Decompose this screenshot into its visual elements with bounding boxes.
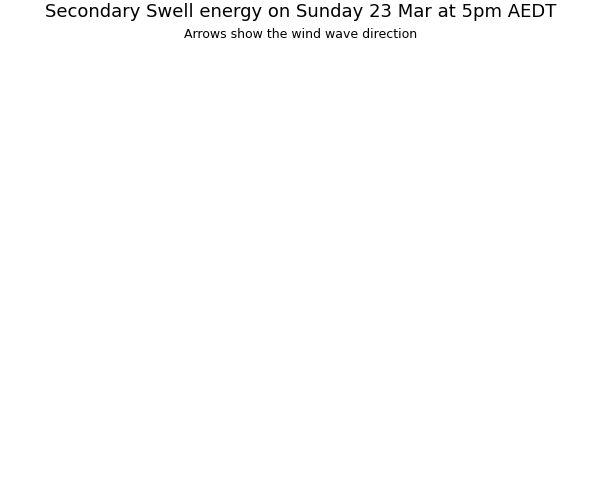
Text: Secondary Swell energy on Sunday 23 Mar at 5pm AEDT: Secondary Swell energy on Sunday 23 Mar … xyxy=(45,3,556,21)
Text: Arrows show the wind wave direction: Arrows show the wind wave direction xyxy=(184,28,417,41)
Text: cartopy not available: cartopy not available xyxy=(227,259,374,272)
